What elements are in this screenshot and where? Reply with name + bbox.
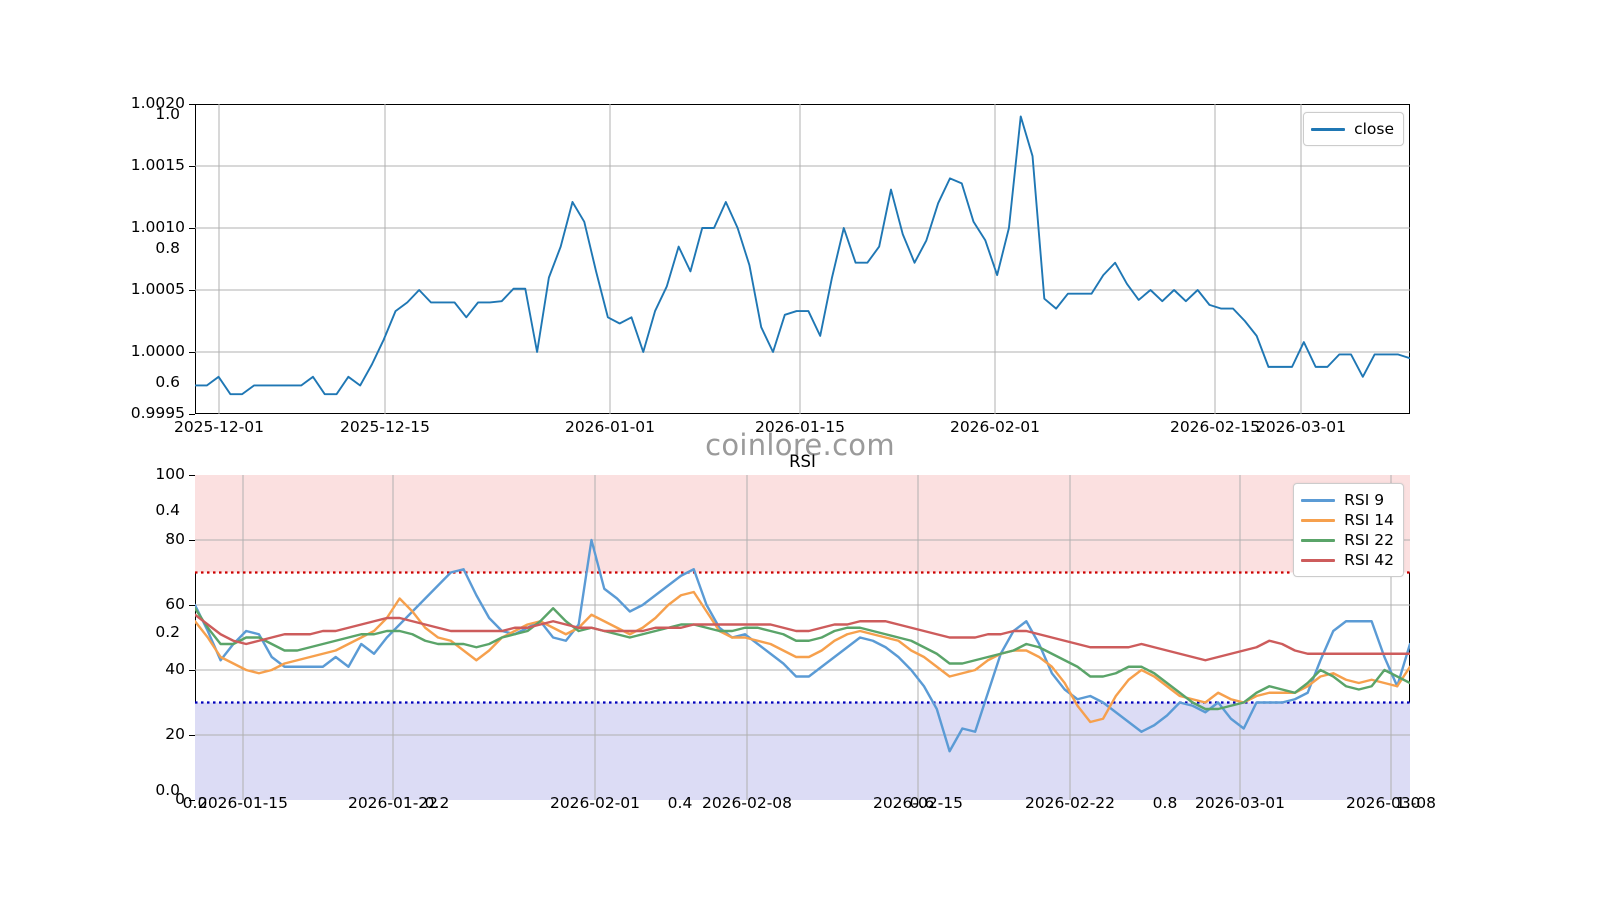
rsi-y-tick-label: 100 <box>155 465 185 483</box>
rsi-y-tick-overlay-label: 0.2 <box>155 623 180 641</box>
rsi-y-tick-overlay-label: 0.0 <box>155 781 180 799</box>
price-x-tick-label: 2025-12-15 <box>339 418 431 436</box>
rsi-y-tick-overlay-label: 0.4 <box>155 501 180 519</box>
price-y-tick-mark <box>189 166 195 167</box>
rsi-x-tick-label: 2026-03-08 <box>1345 794 1437 812</box>
rsi-x-tick-overlay-label: 0.4 <box>667 794 693 812</box>
rsi-y-tick-mark <box>189 605 195 606</box>
rsi-chart-panel: RSI 9 RSI 14 RSI 22 RSI 42 <box>195 475 1410 800</box>
rsi-y-tick-label: 20 <box>165 725 185 743</box>
price-x-tick-label: 2026-01-15 <box>754 418 846 436</box>
rsi-x-tick-label: 2026-02-08 <box>701 794 793 812</box>
legend-swatch-icon <box>1311 127 1346 131</box>
price-y-tick-label: 1.0005 <box>130 280 185 298</box>
rsi-x-tick-label: 2026-01-15 <box>197 794 289 812</box>
legend-swatch-icon <box>1301 498 1336 502</box>
price-y-tick-label: 0.9995 <box>130 404 185 422</box>
price-x-tick-label: 2025-12-01 <box>173 418 265 436</box>
price-chart-panel: close <box>195 104 1410 414</box>
legend-item-rsi[interactable]: RSI 14 <box>1301 510 1394 530</box>
legend-item-rsi[interactable]: RSI 9 <box>1301 490 1394 510</box>
price-y-tick-mark <box>189 290 195 291</box>
legend-item-close[interactable]: close <box>1311 119 1394 139</box>
rsi-y-tick-label: 40 <box>165 660 185 678</box>
legend-swatch-icon <box>1301 538 1336 542</box>
price-y-tick-mark <box>189 104 195 105</box>
rsi-y-tick-mark <box>189 540 195 541</box>
rsi-x-tick-label: 2026-02-15 <box>872 794 964 812</box>
rsi-x-tick-overlay-label: 0.6 <box>909 794 935 812</box>
rsi-x-tick-label: 2026-01-22 <box>347 794 439 812</box>
rsi-x-tick-label: 2026-03-01 <box>1194 794 1286 812</box>
price-y-tick-label: 1.0000 <box>130 342 185 360</box>
price-plot-frame <box>195 104 1410 414</box>
price-x-tick-label: 2026-01-01 <box>564 418 656 436</box>
price-y-tick-overlay-label: 0.6 <box>155 373 180 391</box>
rsi-y-tick-label: 80 <box>165 530 185 548</box>
legend-swatch-icon <box>1301 518 1336 522</box>
rsi-y-tick-mark <box>189 735 195 736</box>
rsi-x-tick-overlay-label: 1.0 <box>1395 794 1421 812</box>
price-y-tick-mark <box>189 414 195 415</box>
legend-label: RSI 14 <box>1344 511 1394 529</box>
rsi-y-tick-mark <box>189 475 195 476</box>
price-x-tick-label: 2026-02-15 <box>1169 418 1261 436</box>
price-y-tick-overlay-label: 1.0 <box>155 105 180 123</box>
price-y-tick-label: 1.0015 <box>130 156 185 174</box>
rsi-x-tick-overlay-label: 0.2 <box>424 794 450 812</box>
price-legend[interactable]: close <box>1303 112 1404 146</box>
price-chart-svg <box>195 104 1410 414</box>
rsi-chart-svg <box>195 475 1410 800</box>
rsi-x-tick-overlay-label: 0.0 <box>182 794 208 812</box>
price-y-tick-overlay-label: 0.8 <box>155 239 180 257</box>
legend-item-rsi[interactable]: RSI 42 <box>1301 550 1394 570</box>
rsi-y-tick-mark <box>189 670 195 671</box>
rsi-y-tick-label: 60 <box>165 595 185 613</box>
rsi-title: RSI <box>789 452 816 471</box>
legend-swatch-icon <box>1301 558 1336 562</box>
legend-label: RSI 42 <box>1344 551 1394 569</box>
legend-label: close <box>1354 120 1394 138</box>
rsi-x-tick-overlay-label: 0.8 <box>1152 794 1178 812</box>
legend-label: RSI 22 <box>1344 531 1394 549</box>
price-x-tick-label: 2026-03-01 <box>1255 418 1347 436</box>
price-y-tick-label: 1.0020 <box>130 94 185 112</box>
price-y-tick-mark <box>189 228 195 229</box>
rsi-y-tick-label: 0 <box>175 790 185 808</box>
legend-label: RSI 9 <box>1344 491 1385 509</box>
rsi-x-tick-label: 2026-02-01 <box>549 794 641 812</box>
price-y-tick-mark <box>189 352 195 353</box>
rsi-x-tick-label: 2026-02-22 <box>1024 794 1116 812</box>
legend-item-rsi[interactable]: RSI 22 <box>1301 530 1394 550</box>
price-x-tick-label: 2026-02-01 <box>949 418 1041 436</box>
price-y-tick-label: 1.0010 <box>130 218 185 236</box>
rsi-y-tick-mark <box>189 800 195 801</box>
rsi-legend[interactable]: RSI 9 RSI 14 RSI 22 RSI 42 <box>1293 483 1404 577</box>
